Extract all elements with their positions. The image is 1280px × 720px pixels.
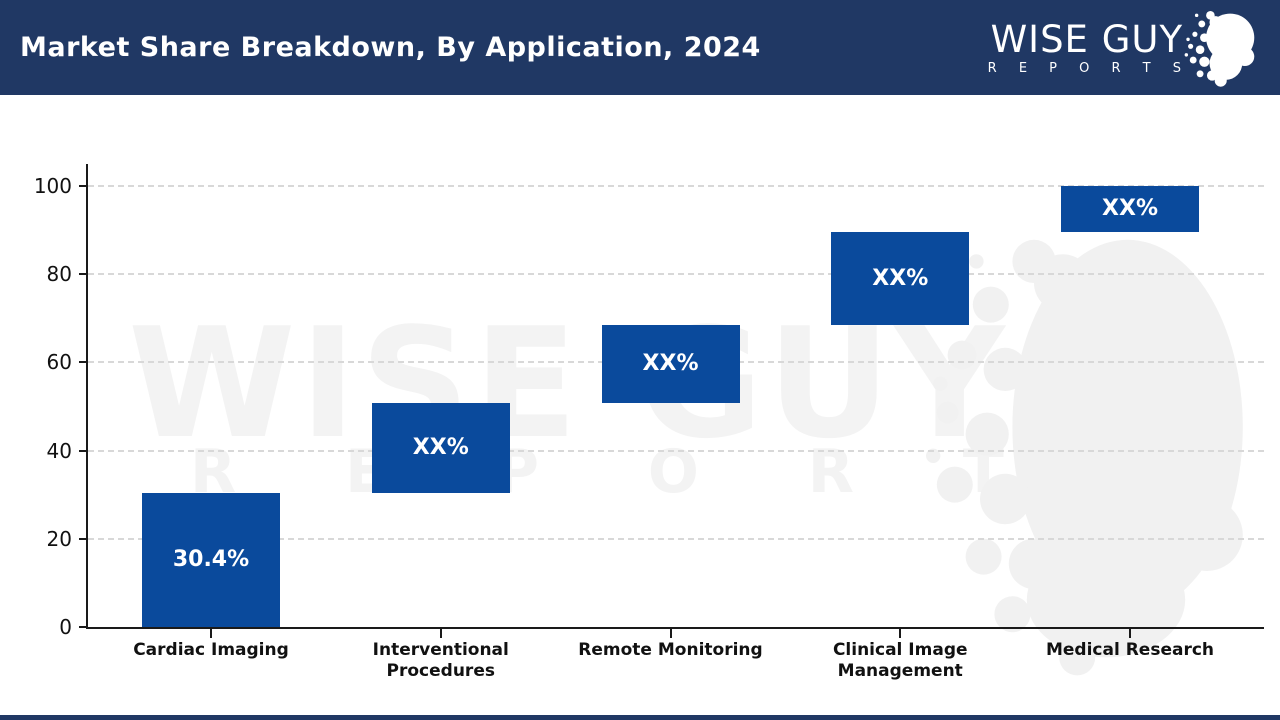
logo-title: WISE GUY bbox=[990, 17, 1184, 61]
x-tick-mark bbox=[1129, 629, 1131, 638]
x-tick-mark bbox=[439, 629, 442, 638]
x-axis-line bbox=[86, 627, 1264, 629]
y-tick-mark bbox=[79, 185, 88, 187]
footer-bar bbox=[0, 715, 1280, 720]
bar-value-label: XX% bbox=[1102, 196, 1158, 222]
x-tick-label: Clinical Image Management bbox=[832, 640, 968, 682]
gridline bbox=[88, 185, 1264, 187]
logo-wordmark: WISE GUY R E P O R T S bbox=[984, 21, 1190, 75]
x-tick-label: Medical Research bbox=[1045, 640, 1215, 660]
page-title: Market Share Breakdown, By Application, … bbox=[20, 32, 761, 63]
logo-subtitle: R E P O R T S bbox=[987, 60, 1190, 76]
bar-value-label: XX% bbox=[412, 435, 469, 461]
y-tick-label: 60 bbox=[46, 350, 72, 375]
wiseguy-logo: WISE GUY R E P O R T S bbox=[984, 5, 1262, 91]
x-tick-label: Interventional Procedures bbox=[372, 640, 509, 682]
x-tick-mark bbox=[210, 629, 212, 638]
y-tick-mark bbox=[79, 626, 88, 628]
y-tick-mark bbox=[79, 361, 88, 364]
bar-cardiac-imaging: 30.4% bbox=[142, 492, 280, 627]
bar-value-label: XX% bbox=[872, 265, 929, 291]
x-tick-mark bbox=[669, 629, 672, 638]
x-tick-label: Remote Monitoring bbox=[578, 640, 763, 660]
gridline bbox=[88, 273, 1264, 276]
y-tick-label: 80 bbox=[46, 262, 72, 287]
y-tick-label: 40 bbox=[46, 438, 72, 463]
bar-value-label: XX% bbox=[642, 351, 699, 377]
bar-value-label: 30.4% bbox=[172, 547, 250, 573]
y-axis-line bbox=[86, 164, 88, 629]
y-tick-label: 20 bbox=[46, 526, 72, 551]
y-tick-mark bbox=[79, 273, 88, 276]
gridline bbox=[88, 449, 1264, 452]
y-tick-mark bbox=[79, 449, 88, 452]
logo-head-icon bbox=[1184, 10, 1255, 87]
chart-canvas: WISE GUY R E P O R T S bbox=[0, 95, 1280, 715]
y-tick-mark bbox=[79, 537, 88, 540]
bar-interventional-procedures: XX% bbox=[371, 402, 510, 493]
y-tick-label: 0 bbox=[59, 615, 72, 639]
bar-medical-research: XX% bbox=[1061, 186, 1199, 232]
bar-clinical-image-management: XX% bbox=[831, 231, 970, 325]
gridline bbox=[88, 537, 1264, 540]
x-tick-mark bbox=[899, 629, 902, 638]
x-tick-label: Cardiac Imaging bbox=[133, 640, 289, 660]
y-tick-label: 100 bbox=[33, 174, 72, 198]
header-bar: Market Share Breakdown, By Application, … bbox=[0, 0, 1280, 95]
bar-remote-monitoring: XX% bbox=[601, 324, 740, 403]
